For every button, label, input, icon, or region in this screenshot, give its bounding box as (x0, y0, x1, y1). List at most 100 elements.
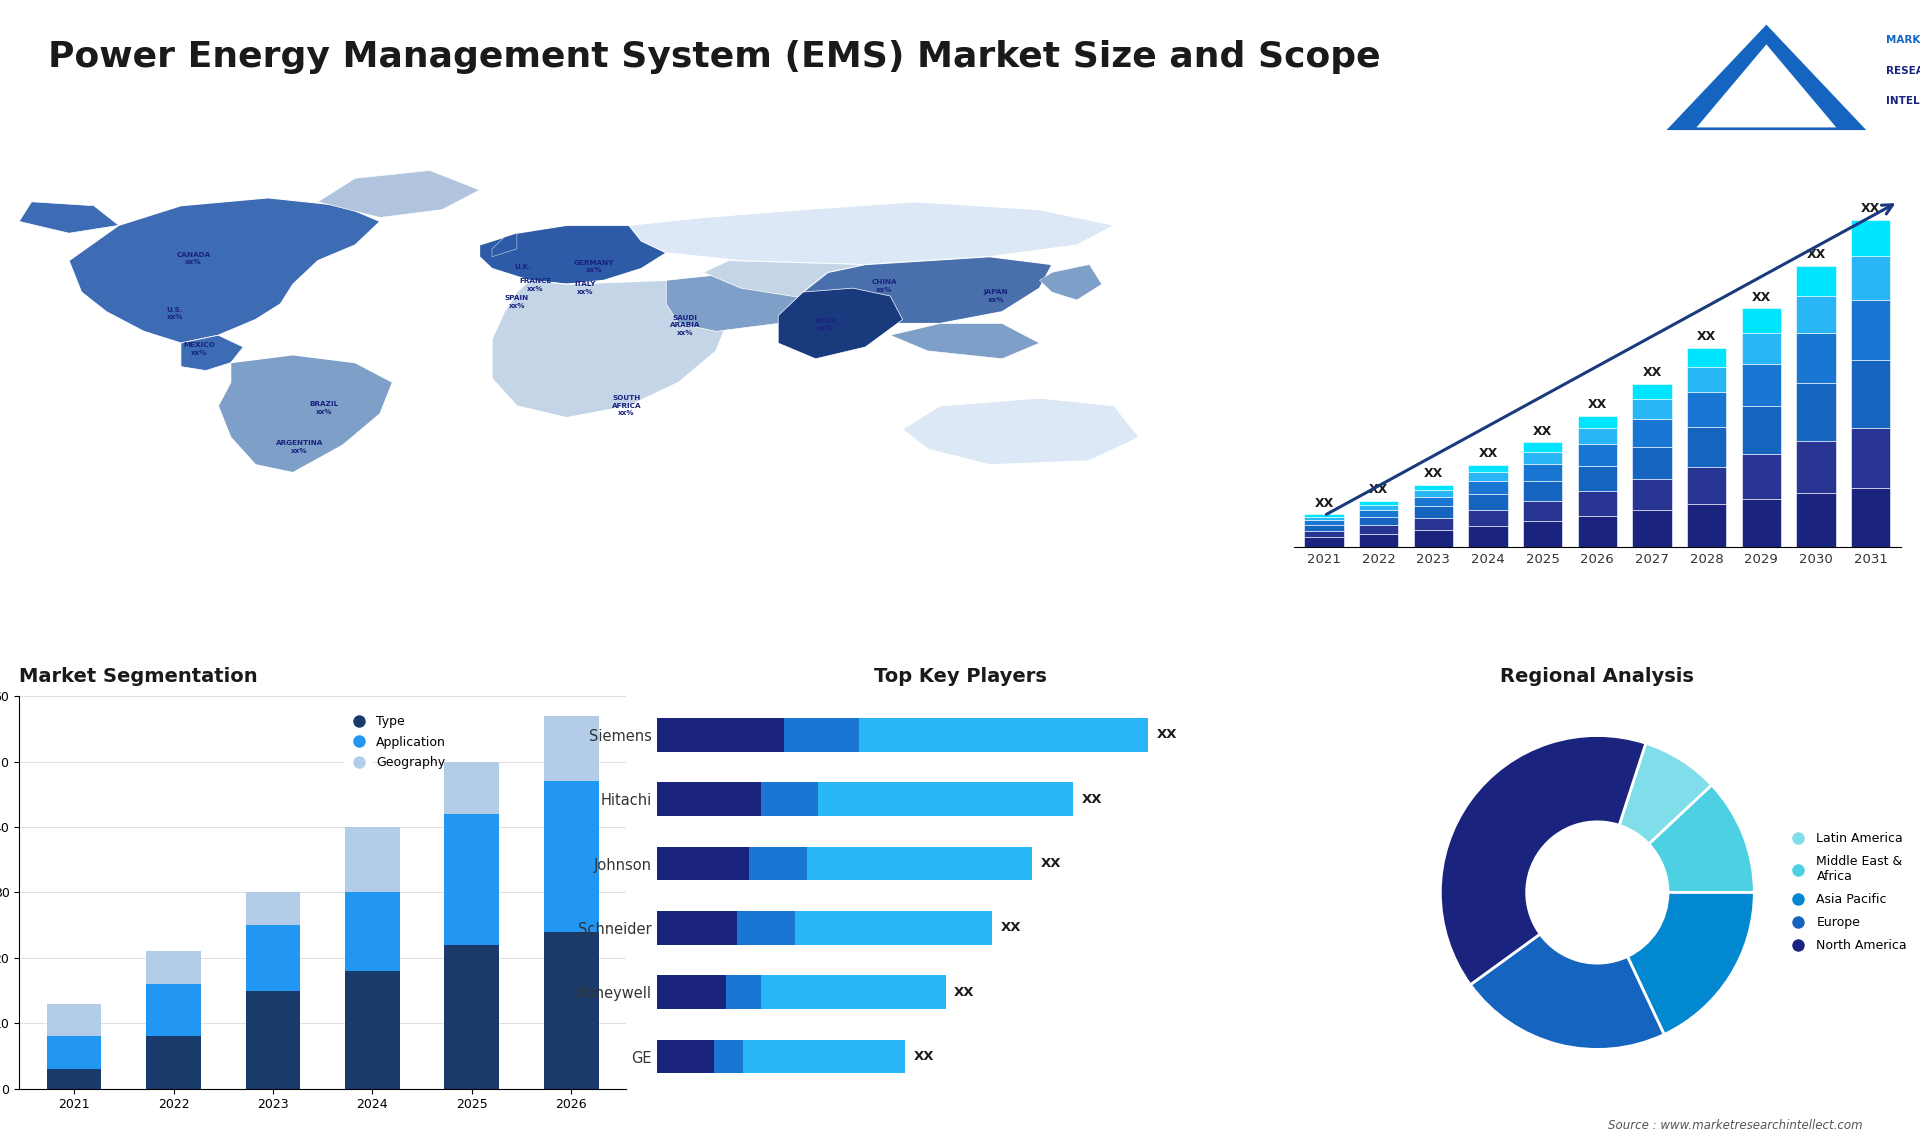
Bar (1851, 360, 1891, 429)
Polygon shape (1667, 25, 1866, 131)
Text: U.S.
xx%: U.S. xx% (167, 307, 182, 321)
Bar (714, 1039, 743, 1074)
Bar (1741, 499, 1782, 547)
Text: Source : www.marketresearchintellect.com: Source : www.marketresearchintellect.com (1607, 1120, 1862, 1132)
Bar (1578, 416, 1617, 429)
Wedge shape (1649, 785, 1755, 893)
Text: BRAZIL
xx%: BRAZIL xx% (309, 401, 338, 415)
Bar (1688, 466, 1726, 504)
Bar (1469, 526, 1507, 547)
Bar (1469, 510, 1507, 526)
Bar (1578, 516, 1617, 547)
Bar (1523, 464, 1563, 480)
Bar (1632, 384, 1672, 399)
Bar (858, 719, 1148, 752)
Polygon shape (1039, 265, 1102, 300)
Bar (1523, 442, 1563, 452)
Text: CHINA
xx%: CHINA xx% (872, 280, 897, 293)
Bar (1359, 534, 1398, 547)
Text: GERMANY
xx%: GERMANY xx% (574, 260, 614, 273)
Bar (1851, 256, 1891, 300)
Bar (760, 975, 945, 1008)
Legend: Latin America, Middle East &
Africa, Asia Pacific, Europe, North America: Latin America, Middle East & Africa, Asi… (1780, 827, 1912, 958)
Polygon shape (1697, 45, 1836, 127)
Text: SAUDI
ARABIA
xx%: SAUDI ARABIA xx% (670, 315, 701, 336)
Text: XX: XX (954, 986, 975, 998)
Text: XX: XX (1000, 921, 1021, 934)
Bar (1797, 493, 1836, 547)
Text: XX: XX (914, 1050, 935, 1063)
Bar (1304, 537, 1344, 547)
Polygon shape (666, 273, 816, 331)
Title: Regional Analysis: Regional Analysis (1500, 667, 1693, 686)
Bar (783, 719, 858, 752)
Bar (657, 975, 726, 1008)
Polygon shape (630, 202, 1114, 265)
Wedge shape (1619, 744, 1713, 845)
Bar (543, 932, 599, 1089)
Bar (1578, 429, 1617, 444)
Bar (1359, 510, 1398, 517)
Polygon shape (180, 336, 244, 370)
Polygon shape (492, 233, 516, 257)
Bar (543, 716, 599, 782)
Text: XX: XX (1369, 484, 1388, 496)
Polygon shape (219, 355, 392, 472)
Polygon shape (69, 198, 380, 343)
Text: INDIA
xx%: INDIA xx% (814, 317, 837, 331)
Text: XX: XX (1697, 330, 1716, 343)
Bar (1851, 220, 1891, 256)
Bar (1413, 489, 1453, 496)
Bar (146, 951, 202, 984)
Bar (1469, 494, 1507, 510)
Bar (1688, 347, 1726, 367)
Bar (46, 1069, 102, 1089)
Bar (1797, 266, 1836, 296)
Bar (1304, 517, 1344, 520)
Bar (1741, 454, 1782, 499)
Bar (1413, 507, 1453, 518)
Bar (1359, 501, 1398, 504)
Bar (46, 1004, 102, 1036)
Bar (444, 814, 499, 944)
Bar (1523, 501, 1563, 521)
Bar (1523, 452, 1563, 464)
Bar (657, 911, 737, 944)
Bar (1359, 525, 1398, 534)
Bar (1688, 392, 1726, 427)
Bar (726, 975, 760, 1008)
Polygon shape (703, 260, 916, 300)
Text: Power Energy Management System (EMS) Market Size and Scope: Power Energy Management System (EMS) Mar… (48, 40, 1380, 74)
Text: INTELLECT: INTELLECT (1885, 96, 1920, 107)
Bar (1741, 406, 1782, 454)
Bar (743, 1039, 904, 1074)
Text: SOUTH
AFRICA
xx%: SOUTH AFRICA xx% (612, 395, 641, 416)
Bar (1413, 496, 1453, 507)
Bar (1632, 419, 1672, 447)
Bar (1469, 465, 1507, 472)
Bar (1413, 485, 1453, 489)
Bar (246, 990, 300, 1089)
Bar (1304, 531, 1344, 537)
Bar (1413, 518, 1453, 531)
Text: SPAIN
xx%: SPAIN xx% (505, 296, 530, 308)
Bar (1741, 332, 1782, 363)
Bar (1578, 444, 1617, 465)
Bar (737, 911, 795, 944)
Polygon shape (480, 226, 666, 284)
Bar (657, 719, 783, 752)
Legend: Type, Application, Geography: Type, Application, Geography (342, 711, 451, 775)
Bar (1688, 504, 1726, 547)
Bar (1797, 441, 1836, 493)
Bar (1304, 515, 1344, 517)
Bar (1578, 492, 1617, 516)
Bar (1359, 504, 1398, 510)
Bar (795, 911, 993, 944)
Bar (46, 1036, 102, 1069)
Bar (1523, 521, 1563, 547)
Bar (657, 847, 749, 880)
Bar (146, 984, 202, 1036)
Bar (657, 1039, 714, 1074)
Title: Top Key Players: Top Key Players (874, 667, 1046, 686)
Bar (749, 847, 806, 880)
